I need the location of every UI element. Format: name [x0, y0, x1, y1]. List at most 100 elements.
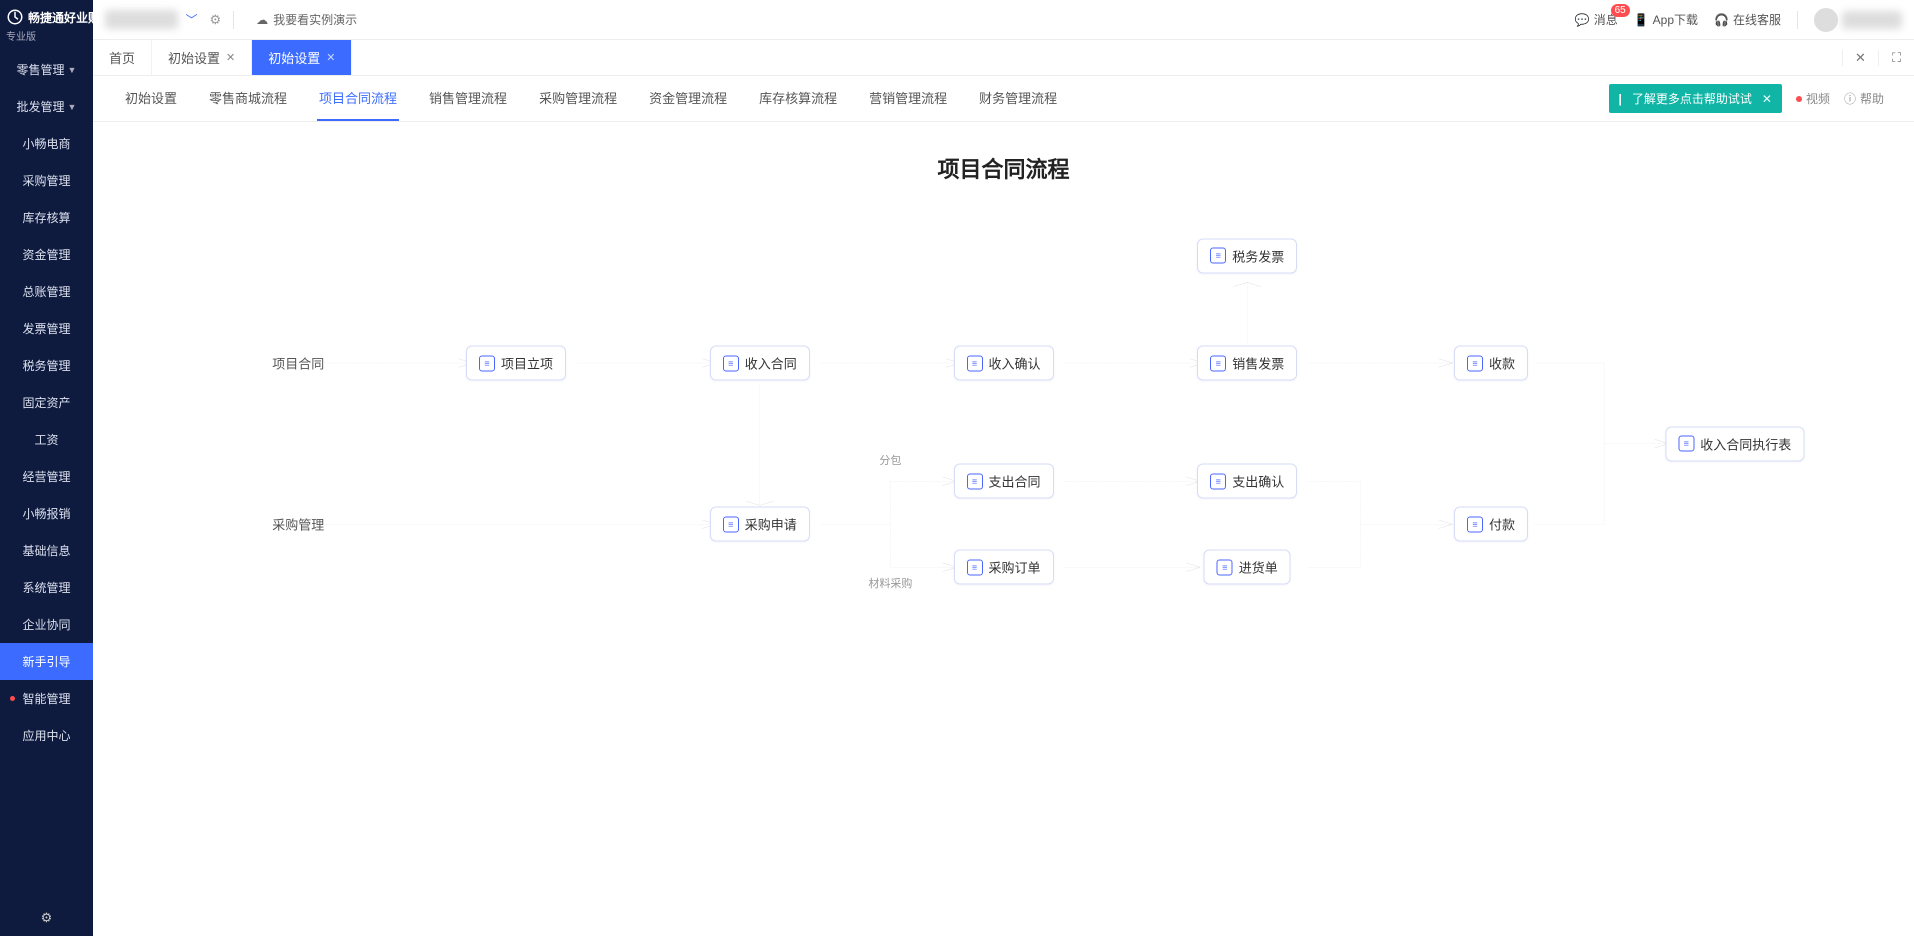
- help-tip-close-button[interactable]: ✕: [1762, 92, 1772, 106]
- sidebar-item[interactable]: 资金管理: [0, 236, 93, 273]
- subnav-item[interactable]: 项目合同流程: [317, 76, 399, 121]
- sidebar-item[interactable]: 小畅报销: [0, 495, 93, 532]
- flow-node-label: 销售发票: [1232, 354, 1284, 373]
- help-icon: ⓘ: [1844, 90, 1856, 107]
- document-icon: ≡: [723, 516, 739, 532]
- tab-label: 首页: [109, 48, 135, 67]
- subnav-item[interactable]: 销售管理流程: [427, 76, 509, 121]
- subnav-item[interactable]: 采购管理流程: [537, 76, 619, 121]
- sidebar-item[interactable]: 总账管理: [0, 273, 93, 310]
- flow-node-tax_invoice[interactable]: ≡税务发票: [1197, 238, 1297, 273]
- avatar-icon: [1814, 8, 1838, 32]
- fullscreen-button[interactable]: ⛶: [1878, 50, 1914, 66]
- flow-node-sales_invoice[interactable]: ≡销售发票: [1197, 346, 1297, 381]
- tab-label: 初始设置: [268, 48, 320, 67]
- sidebar-item[interactable]: 新手引导: [0, 643, 93, 680]
- subnav-item[interactable]: 初始设置: [123, 76, 179, 121]
- subnav-item[interactable]: 营销管理流程: [867, 76, 949, 121]
- demo-label: 我要看实例演示: [273, 11, 357, 28]
- help-tip-banner: | 了解更多点击帮助试试 ✕: [1609, 84, 1782, 113]
- brand-edition: 专业版: [6, 28, 87, 43]
- help-label: 帮助: [1860, 90, 1884, 107]
- sidebar-item[interactable]: 系统管理: [0, 569, 93, 606]
- document-icon: ≡: [479, 355, 495, 371]
- subnav-item[interactable]: 资金管理流程: [647, 76, 729, 121]
- sidebar-item-label: 小畅电商: [22, 135, 70, 152]
- flow-node-income_exec[interactable]: ≡收入合同执行表: [1665, 426, 1804, 461]
- sidebar-settings[interactable]: ⚙: [0, 900, 93, 936]
- org-name-blurred: xxxxx: [105, 10, 178, 29]
- video-label: 视频: [1806, 90, 1830, 107]
- tab-close-icon[interactable]: ✕: [326, 51, 335, 64]
- flow-node-purchase_order[interactable]: ≡采购订单: [953, 550, 1053, 585]
- subnav-item[interactable]: 零售商城流程: [207, 76, 289, 121]
- flow-node-purchase_req[interactable]: ≡采购申请: [710, 507, 810, 542]
- sidebar-item[interactable]: 工资: [0, 421, 93, 458]
- flow-node-label: 支出合同: [988, 472, 1040, 491]
- org-selector[interactable]: xxxxx ﹀: [105, 10, 198, 29]
- sidebar-item[interactable]: 零售管理▼: [0, 51, 93, 88]
- record-dot-icon: [1796, 96, 1802, 102]
- flow-node-label: 支出确认: [1232, 472, 1284, 491]
- sidebar-item[interactable]: 智能管理: [0, 680, 93, 717]
- brand-name: 畅捷通好业财: [28, 9, 100, 26]
- sidebar-item[interactable]: 库存核算: [0, 199, 93, 236]
- sidebar-item[interactable]: 小畅电商: [0, 125, 93, 162]
- sidebar-item[interactable]: 发票管理: [0, 310, 93, 347]
- customer-service-button[interactable]: 🎧 在线客服: [1714, 11, 1781, 28]
- expand-icon: ⛶: [1892, 50, 1901, 66]
- divider: [1797, 11, 1798, 29]
- document-icon: ≡: [723, 355, 739, 371]
- flow-node-label: 进货单: [1239, 558, 1278, 577]
- sidebar-item[interactable]: 固定资产: [0, 384, 93, 421]
- flow-node-expense_confirm[interactable]: ≡支出确认: [1197, 464, 1297, 499]
- flow-node-receipt[interactable]: ≡收款: [1454, 346, 1528, 381]
- top-header: xxxxx ﹀ ⚙ ☁ 我要看实例演示 💬 消息 65 📱 App下载: [93, 0, 1914, 40]
- content-area: 项目合同流程 项目合同采购管理≡税务发票≡项目立项≡收入合同≡收入确认≡销售发票…: [93, 122, 1914, 936]
- page-tab[interactable]: 初始设置 ✕: [152, 40, 252, 75]
- subnav-item[interactable]: 财务管理流程: [977, 76, 1059, 121]
- sidebar-item-label: 智能管理: [22, 690, 70, 707]
- sidebar-item[interactable]: 批发管理▼: [0, 88, 93, 125]
- page-tabs: 首页 初始设置 ✕ 初始设置 ✕ ✕ ⛶: [93, 40, 1914, 76]
- document-icon: ≡: [1467, 516, 1483, 532]
- flow-node-income_contract[interactable]: ≡收入合同: [710, 346, 810, 381]
- help-tip-text: 了解更多点击帮助试试: [1632, 90, 1752, 107]
- sidebar-item-label: 企业协同: [22, 616, 70, 633]
- close-all-tabs-button[interactable]: ✕: [1842, 50, 1878, 66]
- flow-node-label: 项目立项: [501, 354, 553, 373]
- flow-node-project_setup[interactable]: ≡ 项目立项: [466, 346, 566, 381]
- help-link[interactable]: ⓘ 帮助: [1844, 90, 1884, 107]
- sidebar-item-label: 应用中心: [22, 727, 70, 744]
- flow-node-label: 付款: [1489, 515, 1515, 534]
- sidebar-item[interactable]: 企业协同: [0, 606, 93, 643]
- sidebar-item[interactable]: 采购管理: [0, 162, 93, 199]
- service-label: 在线客服: [1733, 11, 1781, 28]
- flow-node-goods_in[interactable]: ≡进货单: [1204, 550, 1291, 585]
- messages-button[interactable]: 💬 消息 65: [1575, 11, 1618, 28]
- flow-row-label: 采购管理: [272, 515, 324, 534]
- document-icon: ≡: [1210, 248, 1226, 264]
- sidebar-item[interactable]: 基础信息: [0, 532, 93, 569]
- flow-node-expense_contract[interactable]: ≡支出合同: [953, 464, 1053, 499]
- subnav-item[interactable]: 库存核算流程: [757, 76, 839, 121]
- flow-node-income_confirm[interactable]: ≡收入确认: [953, 346, 1053, 381]
- notification-dot-icon: [10, 696, 15, 701]
- sidebar-item[interactable]: 税务管理: [0, 347, 93, 384]
- flowchart-canvas: 项目合同采购管理≡税务发票≡项目立项≡收入合同≡收入确认≡销售发票≡收款≡支出合…: [133, 234, 1874, 664]
- page-tab[interactable]: 初始设置 ✕: [252, 40, 352, 75]
- brand-icon: [6, 8, 24, 26]
- video-link[interactable]: 视频: [1796, 90, 1830, 107]
- tab-close-icon[interactable]: ✕: [226, 51, 235, 64]
- flow-node-payment[interactable]: ≡ 付款: [1454, 507, 1528, 542]
- process-subnav: 初始设置零售商城流程项目合同流程销售管理流程采购管理流程资金管理流程库存核算流程…: [93, 76, 1914, 122]
- demo-link[interactable]: ☁ 我要看实例演示: [256, 11, 357, 28]
- app-download-button[interactable]: 📱 App下载: [1634, 11, 1698, 28]
- sidebar-item[interactable]: 经营管理: [0, 458, 93, 495]
- user-menu[interactable]: xxxx: [1814, 8, 1902, 32]
- sidebar-item[interactable]: 应用中心: [0, 717, 93, 754]
- tab-label: 初始设置: [168, 48, 220, 67]
- org-settings-icon[interactable]: ⚙: [210, 12, 222, 28]
- page-tab[interactable]: 首页: [93, 40, 152, 75]
- headset-icon: 🎧: [1714, 13, 1729, 27]
